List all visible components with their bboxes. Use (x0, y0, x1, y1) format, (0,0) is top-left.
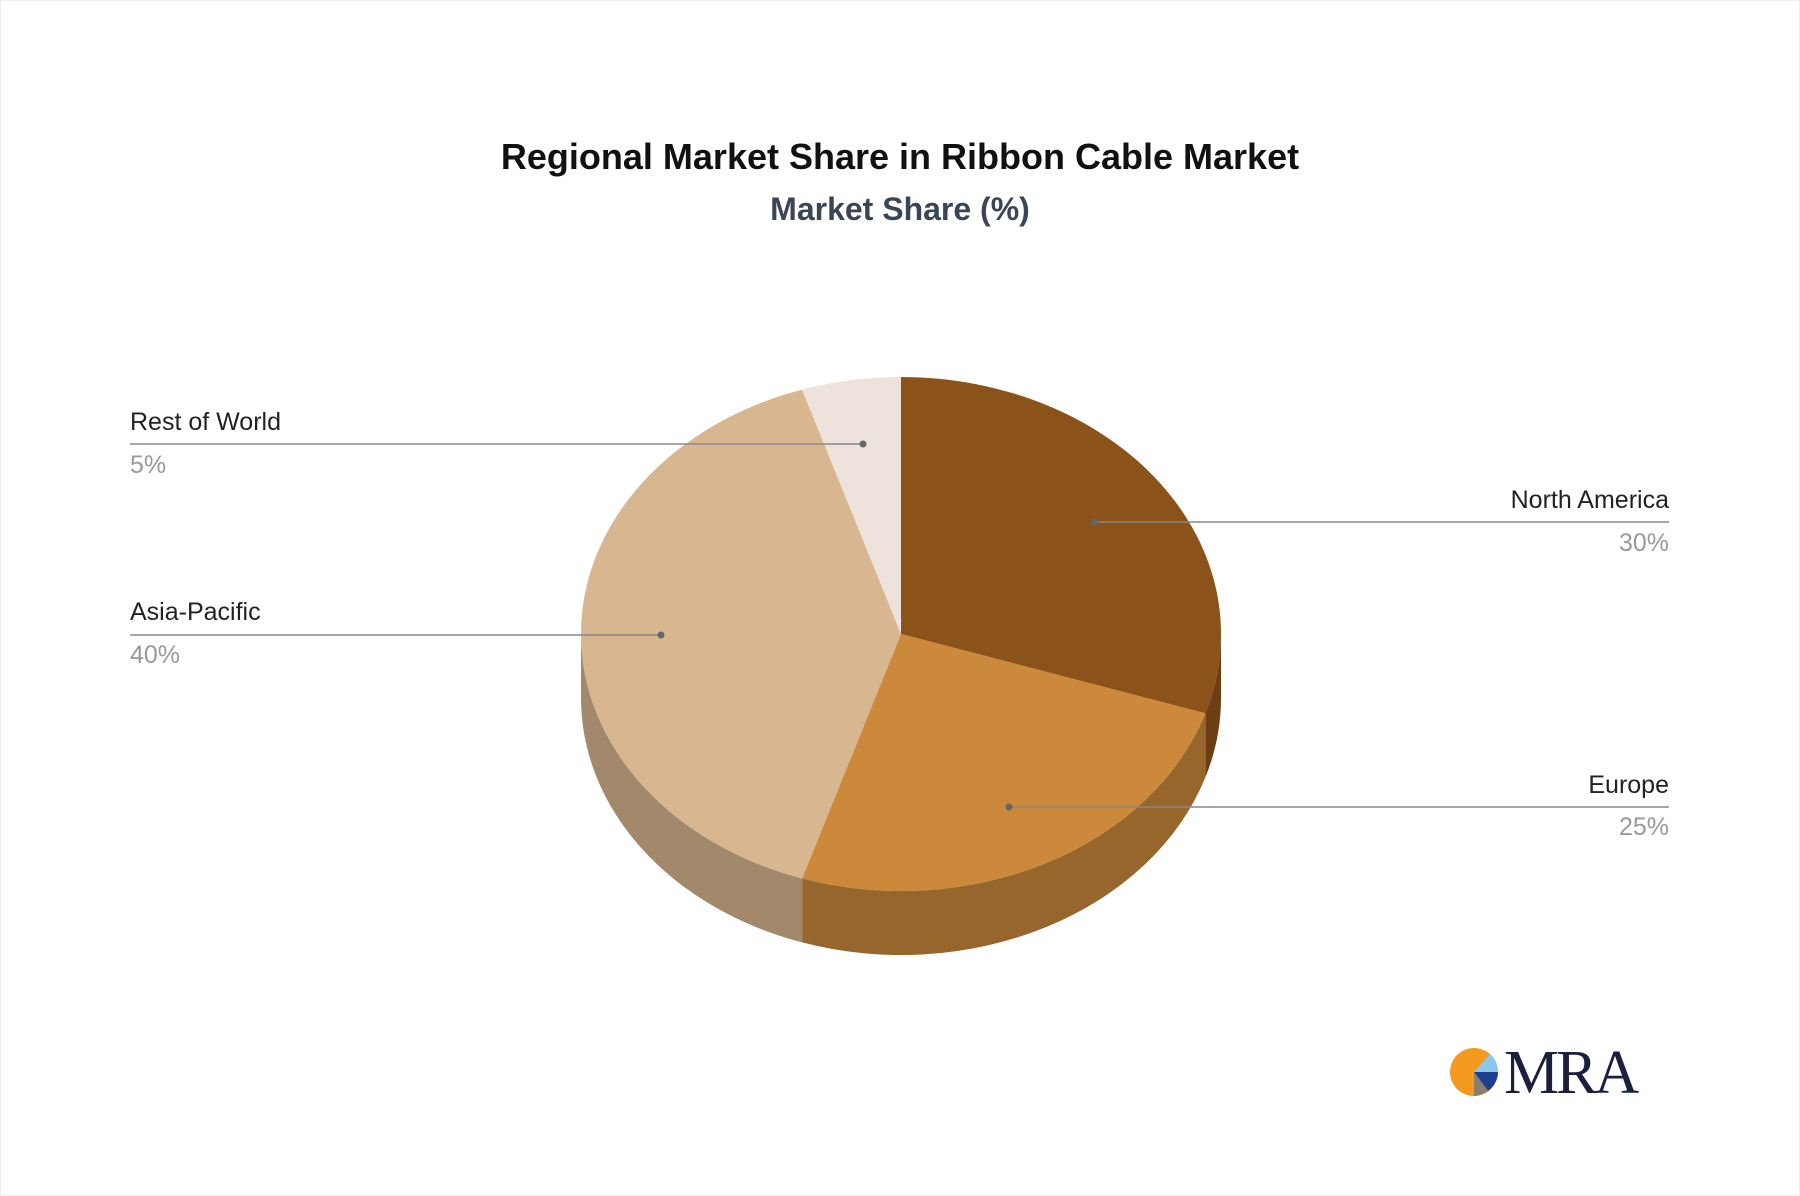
value-rest-of-world: 5% (130, 451, 167, 479)
mra-logo: MRA (1448, 1039, 1648, 1107)
pie-slice-europe (802, 634, 1206, 891)
pie-side-asia-pacific (581, 634, 803, 943)
chart-subtitle: Market Share (%) (770, 191, 1030, 227)
value-europe: 25% (1618, 813, 1669, 841)
value-asia-pacific: 40% (130, 641, 181, 669)
value-north-america: 30% (1618, 529, 1669, 557)
logo-pie-icon (1450, 1048, 1499, 1096)
label-rest-of-world: Rest of World (130, 408, 281, 436)
chart-title: Regional Market Share in Ribbon Cable Ma… (500, 136, 1300, 177)
pie-side-europe (802, 713, 1206, 955)
label-asia-pacific: Asia-Pacific (130, 598, 261, 626)
pie-slice-north-america (901, 377, 1221, 714)
leader-dot-north-america (1091, 518, 1099, 526)
label-north-america: North America (1510, 486, 1669, 514)
leader-dot-europe (1005, 803, 1013, 811)
logo-text: MRA (1504, 1039, 1639, 1107)
label-europe: Europe (1588, 771, 1669, 799)
leader-dot-asia-pacific (657, 631, 665, 639)
pie-side-north-america (1205, 634, 1221, 778)
leader-dot-rest-of-world (859, 440, 867, 448)
pie-slice-rest-of-world (802, 377, 901, 634)
pie-slice-asia-pacific (581, 389, 901, 879)
